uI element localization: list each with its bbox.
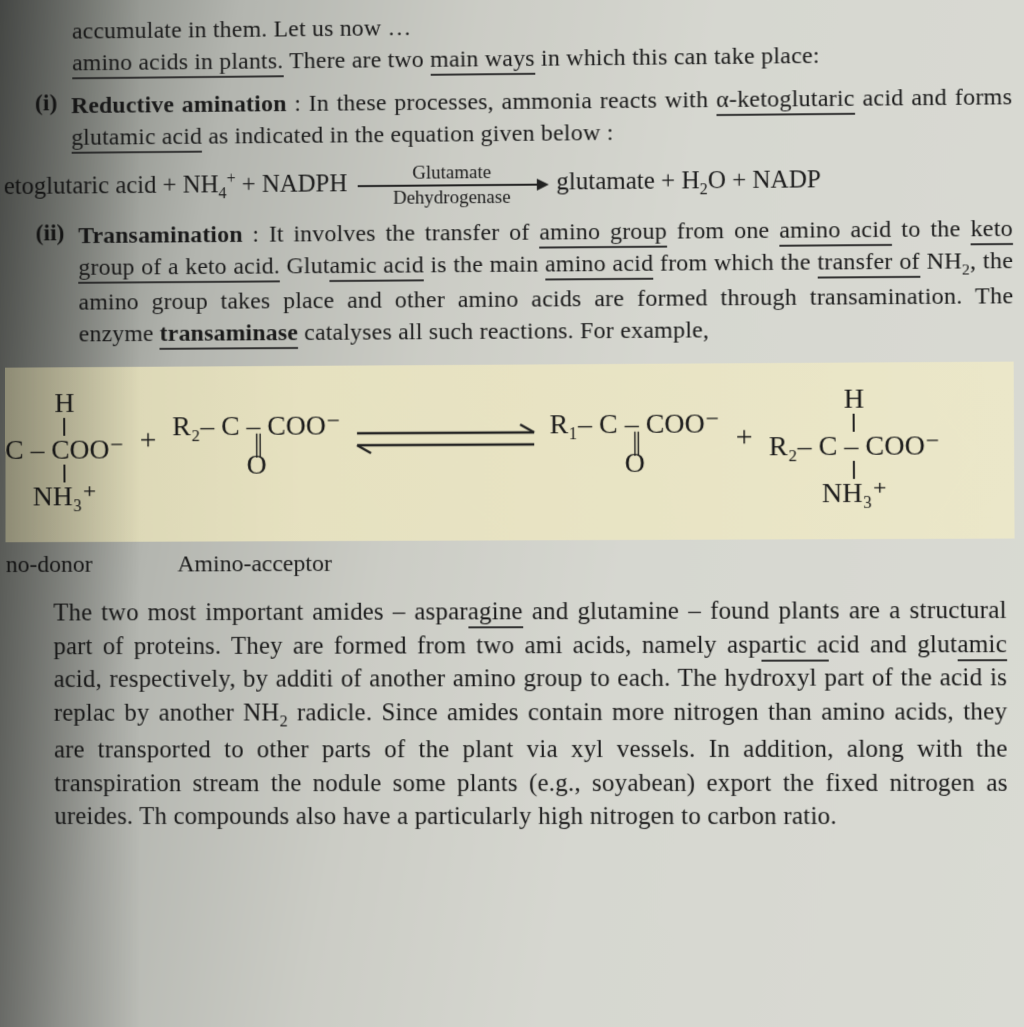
intro-paragraph: accumulate in them. Let us now … amino a… xyxy=(3,6,1012,81)
mol-amino-acceptor: R₂ – C – COO⁻ ║ O xyxy=(172,387,341,480)
textbook-page: accumulate in them. Let us now … amino a… xyxy=(3,6,1024,835)
bond-icon xyxy=(63,418,65,436)
double-bond-o: ║ O xyxy=(624,439,644,478)
eq1-arrow-top: Glutamate xyxy=(412,163,491,183)
item-ii-marker: (ii) xyxy=(36,220,66,361)
bond-icon xyxy=(64,465,66,483)
plus-2: + xyxy=(730,420,759,454)
eq1-rhs: glutamate + H2O + NADP xyxy=(556,166,821,200)
item-ii-body: Transamination : It involves the transfe… xyxy=(78,212,1013,351)
alpha-keto: α-ketoglutaric xyxy=(716,85,855,115)
item-ii: (ii) Transamination : It involves the tr… xyxy=(4,212,1014,361)
mol-amino-product: H R₂ – C – COO⁻ NH₃⁺ xyxy=(769,384,941,509)
item-i-body: Reductive amination : In these processes… xyxy=(71,81,1013,154)
intro-mainways: main ways xyxy=(430,46,535,76)
item-i: (i) Reductive amination : In these proce… xyxy=(3,81,1012,165)
arrow-icon xyxy=(357,183,546,187)
mol-keto-product: R₁ – C – COO⁻ ║ O xyxy=(549,385,720,479)
equation-reductive-amination: etoglutaric acid + NH4+ + NADPH Glutamat… xyxy=(4,156,1013,220)
intro-mid: There are two xyxy=(283,47,430,74)
eq1-arrow: Glutamate Dehydrogenase xyxy=(357,162,546,207)
intro-end: in which this can take place: xyxy=(535,43,820,72)
eq1-arrow-bot: Dehydrogenase xyxy=(393,187,511,207)
double-bond-o: ║ O xyxy=(246,441,266,480)
reaction-labels: no-donor Amino-acceptor xyxy=(6,546,1015,596)
transamination-reaction: H C – COO⁻ NH₃⁺ + R₂ – C – COO⁻ ║ O xyxy=(5,361,1015,542)
label-donor: no-donor xyxy=(6,552,93,579)
item-i-title: Reductive amination xyxy=(71,91,287,119)
bond-icon xyxy=(853,414,855,432)
plus-1: + xyxy=(134,423,163,457)
equilibrium-arrows-icon xyxy=(351,418,540,459)
item-ii-title: Transamination xyxy=(78,221,242,248)
eq1-lhs: etoglutaric acid + NH4+ + NADPH xyxy=(4,169,348,206)
bond-icon xyxy=(853,461,855,479)
intro-line1: accumulate in them. Let us now … xyxy=(72,15,412,44)
glutamic: glutamic acid xyxy=(71,124,202,154)
label-acceptor: Amino-acceptor xyxy=(177,551,332,578)
item-i-marker: (i) xyxy=(35,90,58,164)
mol-amino-donor: H C – COO⁻ NH₃⁺ xyxy=(5,388,124,512)
amides-paragraph: The two most important amides – asparagi… xyxy=(6,594,1016,835)
intro-amino: amino acids in plants. xyxy=(72,49,283,80)
